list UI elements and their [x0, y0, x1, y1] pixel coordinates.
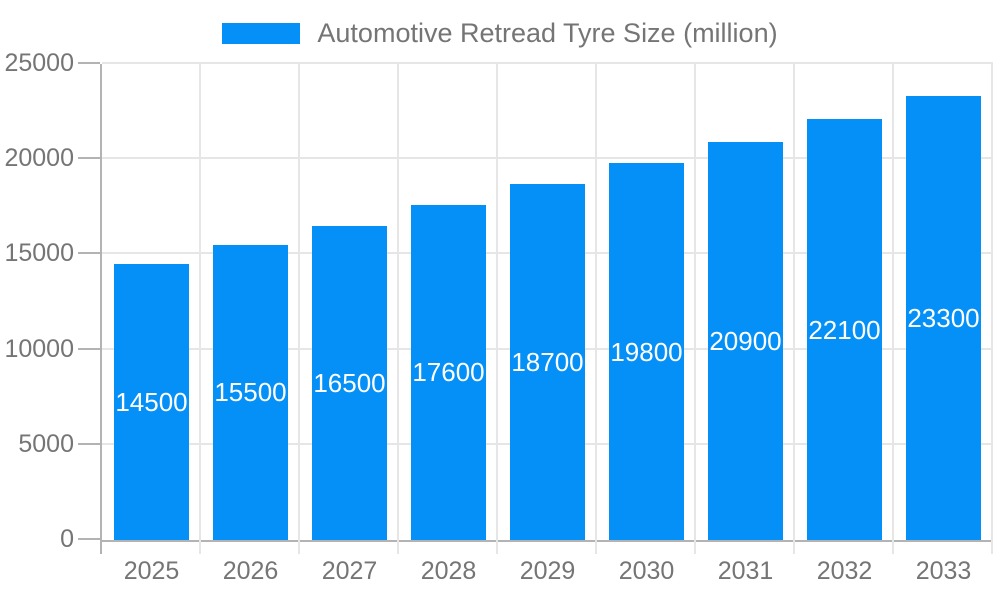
bar-value-label-2025: 14500: [115, 386, 188, 417]
y-axis-label-10000: 10000: [4, 334, 74, 363]
gridline-v-7: [793, 64, 795, 540]
y-axis-tick-5000: [78, 442, 100, 445]
bar-2033[interactable]: [906, 96, 981, 540]
x-axis-label-2026: 2026: [222, 557, 279, 585]
x-axis-line: [100, 540, 993, 542]
bar-2032[interactable]: [807, 119, 882, 540]
y-axis-tick-20000: [78, 157, 100, 160]
x-axis-tick-8: [892, 540, 894, 554]
bar-value-label-2030: 19800: [610, 336, 683, 367]
gridline-v-2: [298, 64, 300, 540]
bar-value-label-2032: 22100: [808, 314, 881, 345]
legend-label: Automotive Retread Tyre Size (million): [317, 17, 778, 48]
y-axis-tick-15000: [78, 252, 100, 255]
x-axis-tick-0: [100, 540, 102, 554]
bar-2028[interactable]: [411, 204, 486, 540]
bar-2026[interactable]: [213, 244, 288, 540]
gridline-v-1: [199, 64, 201, 540]
y-axis-label-0: 0: [60, 525, 74, 553]
x-axis-tick-1: [199, 540, 201, 554]
gridline-v-8: [892, 64, 894, 540]
bar-value-label-2028: 17600: [412, 357, 485, 388]
legend-swatch: [222, 22, 301, 44]
bar-value-label-2026: 15500: [214, 377, 287, 408]
bar-2030[interactable]: [609, 163, 684, 540]
gridline-v-5: [595, 64, 597, 540]
y-axis-label-15000: 15000: [4, 239, 74, 268]
x-axis-tick-3: [397, 540, 399, 554]
x-axis-tick-6: [694, 540, 696, 554]
y-axis-tick-10000: [78, 347, 100, 350]
gridline-h-25000: [102, 62, 993, 64]
bar-value-label-2033: 23300: [907, 303, 980, 334]
y-axis-label-5000: 5000: [18, 429, 74, 458]
x-axis-label-2031: 2031: [717, 557, 774, 585]
y-axis-line: [100, 64, 102, 540]
y-axis-tick-0: [78, 538, 100, 540]
x-axis-label-2032: 2032: [816, 557, 873, 585]
x-axis-label-2025: 2025: [123, 557, 180, 585]
x-axis-label-2033: 2033: [915, 557, 972, 585]
gridline-h-20000: [102, 157, 993, 160]
y-axis-label-25000: 25000: [4, 49, 74, 77]
y-axis-tick-25000: [78, 62, 100, 64]
bar-2029[interactable]: [510, 183, 585, 540]
bar-2027[interactable]: [312, 225, 387, 540]
gridline-v-9: [991, 64, 993, 540]
x-axis-label-2029: 2029: [519, 557, 576, 585]
gridline-v-6: [694, 64, 696, 540]
x-axis-label-2030: 2030: [618, 557, 675, 585]
bar-2025[interactable]: [114, 263, 189, 540]
x-axis-tick-7: [793, 540, 795, 554]
x-axis-tick-4: [496, 540, 498, 554]
plot-area: 14500 15500 16500 17600 18700 19800 20900 22100…: [100, 62, 993, 542]
x-axis-label-2027: 2027: [321, 557, 378, 585]
bar-value-label-2029: 18700: [511, 346, 584, 377]
bar-2031[interactable]: [708, 142, 783, 540]
x-axis-tick-2: [298, 540, 300, 554]
bar-value-label-2027: 16500: [313, 367, 386, 398]
x-axis-label-2028: 2028: [420, 557, 477, 585]
bar-value-label-2031: 20900: [709, 326, 782, 357]
chart-legend[interactable]: Automotive Retread Tyre Size (million): [0, 14, 1000, 52]
x-axis-tick-9: [991, 540, 993, 554]
x-axis-tick-5: [595, 540, 597, 554]
gridline-v-3: [397, 64, 399, 540]
y-axis-label-20000: 20000: [4, 144, 74, 173]
gridline-v-4: [496, 64, 498, 540]
